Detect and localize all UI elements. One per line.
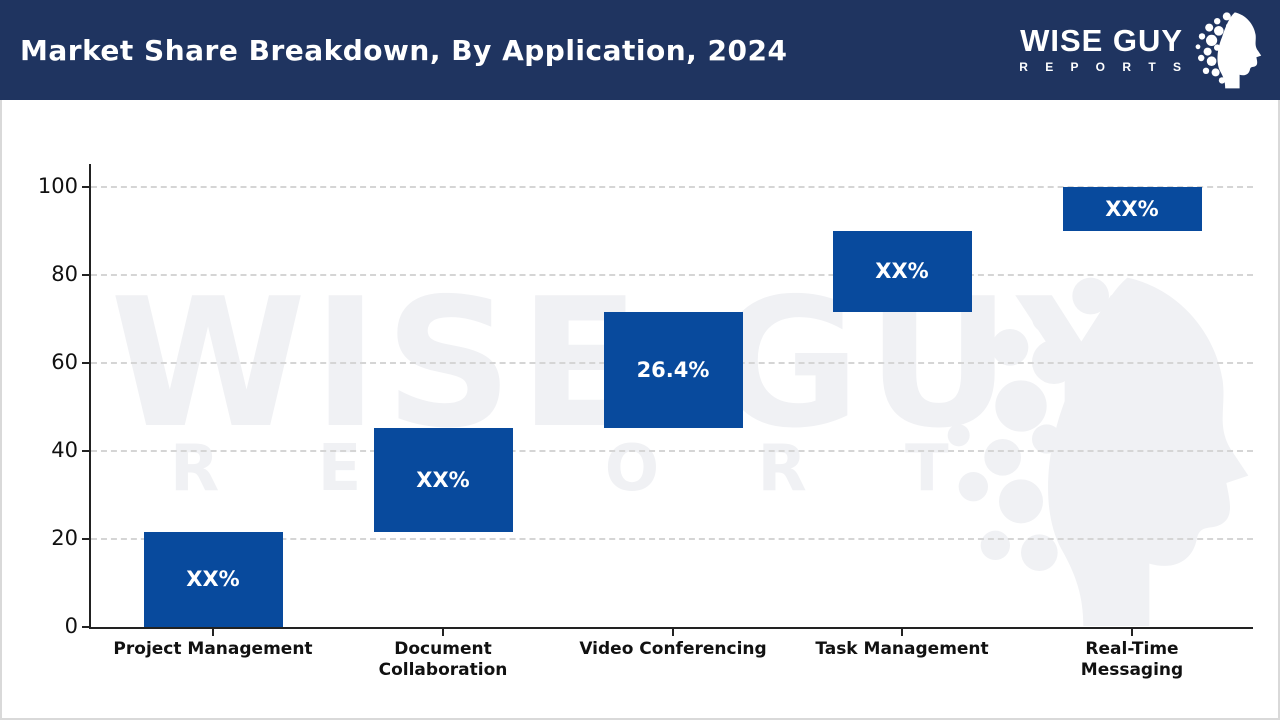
y-tick-20 xyxy=(82,538,90,540)
chart-canvas: WISE GUY R E P O R T S 0 20 40 60 80 100 XX% Pr… xyxy=(0,100,1280,720)
y-tick-60 xyxy=(82,362,90,364)
gridline-20 xyxy=(91,538,1253,540)
y-tick-label-40: 40 xyxy=(51,438,78,462)
gridline-100 xyxy=(91,186,1253,188)
watermark-reports: R E P O R T S xyxy=(170,432,1132,506)
x-category-label: Real-Time Messaging xyxy=(1017,639,1247,681)
bar-segment: 26.4% xyxy=(603,311,743,428)
bar-value-label: XX% xyxy=(875,259,929,284)
x-tick xyxy=(212,629,214,636)
y-axis-line xyxy=(89,164,91,629)
x-category-label: Project Management xyxy=(98,639,328,660)
y-tick-40 xyxy=(82,450,90,452)
bar-value-label: XX% xyxy=(1105,197,1159,221)
y-tick-label-60: 60 xyxy=(51,350,78,374)
bar-value-label: XX% xyxy=(416,467,470,492)
bar-value-label: 26.4% xyxy=(636,357,710,382)
bar-segment: XX% xyxy=(832,231,972,312)
bar-segment: XX% xyxy=(143,531,283,627)
x-tick xyxy=(442,629,444,636)
x-category-label-line: Video Conferencing xyxy=(579,639,767,659)
plot-area: 0 20 40 60 80 100 XX% Project Management XX% Docu… xyxy=(2,100,1280,720)
page-title: Market Share Breakdown, By Application, … xyxy=(20,33,788,67)
x-category-label-line: Project Management xyxy=(113,639,313,659)
y-tick-label-80: 80 xyxy=(51,262,78,286)
wise-guy-head-icon xyxy=(1195,12,1262,89)
gridline-40 xyxy=(91,450,1253,452)
x-category-label-line: Task Management xyxy=(815,639,989,659)
y-tick-80 xyxy=(82,274,90,276)
x-tick xyxy=(1131,629,1133,636)
x-tick xyxy=(901,629,903,636)
x-tick xyxy=(672,629,674,636)
y-tick-100 xyxy=(82,186,90,188)
gridline-80 xyxy=(91,274,1253,276)
x-category-label-line: Messaging xyxy=(1080,660,1184,680)
y-tick-label-0: 0 xyxy=(64,614,78,638)
x-category-label: Document Collaboration xyxy=(328,639,558,681)
logo-subtitle: R E P O R T S xyxy=(1019,60,1188,74)
x-category-label: Video Conferencing xyxy=(558,639,788,660)
y-tick-label-20: 20 xyxy=(51,526,78,550)
x-category-label-line: Document xyxy=(394,639,492,659)
x-axis-line xyxy=(89,627,1253,629)
y-tick-label-100: 100 xyxy=(37,174,78,198)
bar-segment: XX% xyxy=(373,427,513,532)
bar-value-label: XX% xyxy=(186,567,240,592)
header-bar: Market Share Breakdown, By Application, … xyxy=(0,0,1280,100)
logo-text: WISE GUY R E P O R T S xyxy=(1015,25,1188,75)
y-tick-0 xyxy=(82,626,90,628)
x-category-label-line: Real-Time xyxy=(1085,639,1179,659)
x-category-label-line: Collaboration xyxy=(378,660,508,680)
x-category-label: Task Management xyxy=(787,639,1017,660)
logo-name: WISE GUY xyxy=(1020,23,1184,58)
bar-segment: XX% xyxy=(1062,187,1202,231)
wise-guy-logo: WISE GUY R E P O R T S xyxy=(1015,8,1262,92)
